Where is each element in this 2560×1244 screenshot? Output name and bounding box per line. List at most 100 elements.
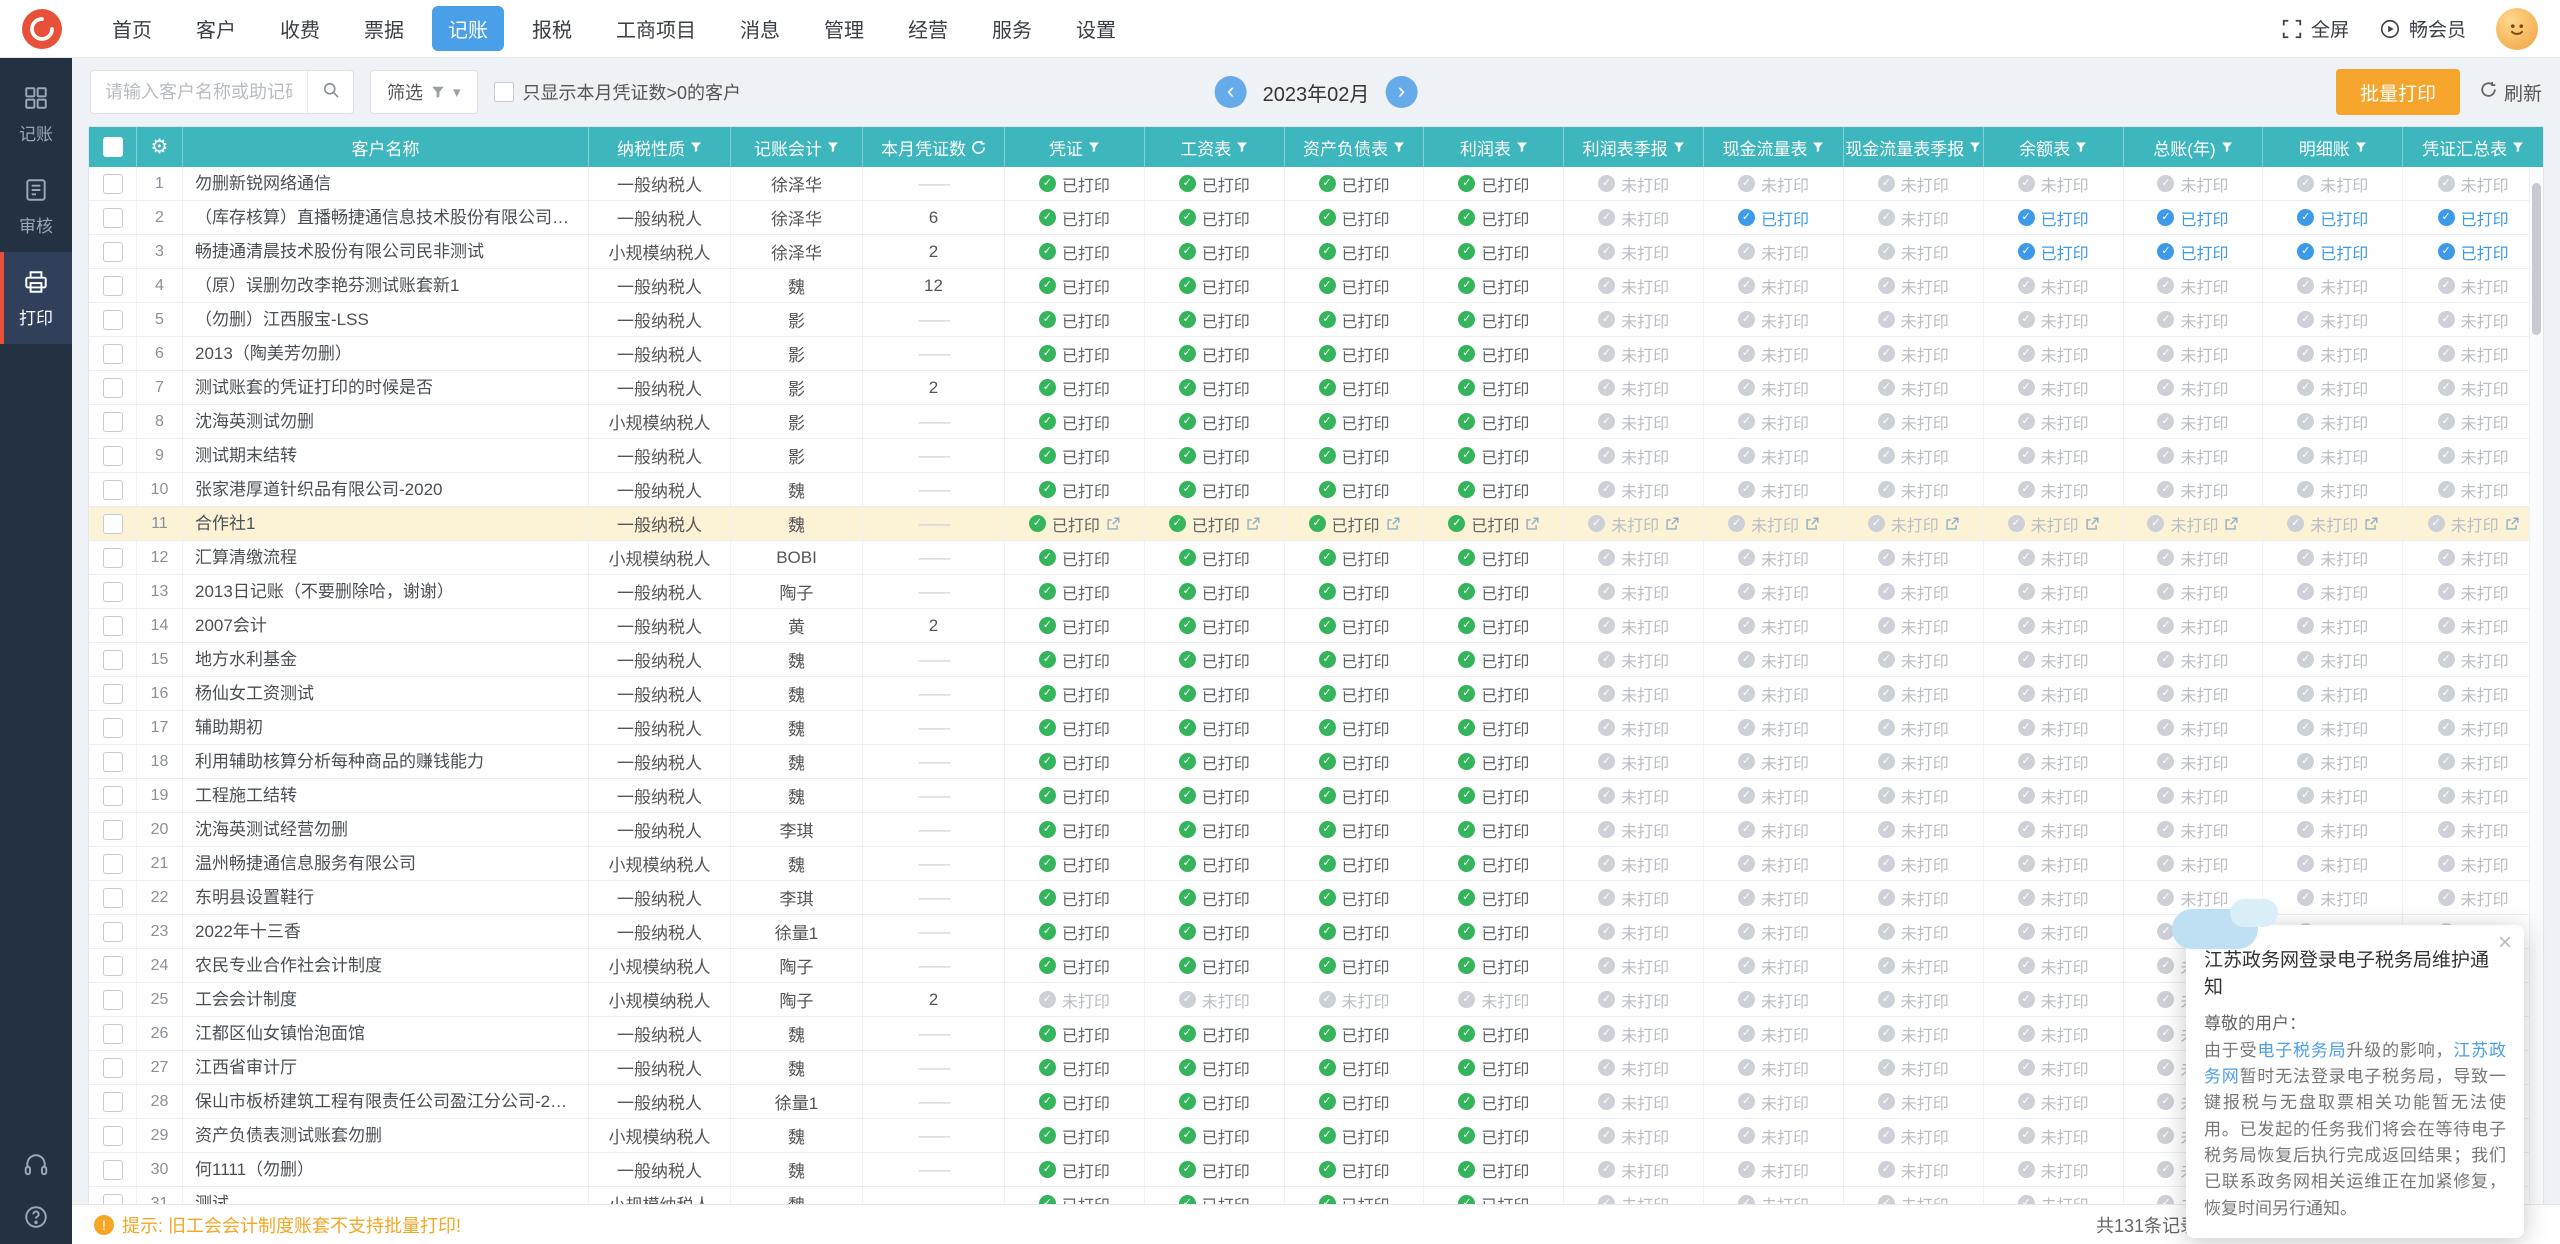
print-status-cell[interactable]: ✓ 未打印 xyxy=(1704,609,1844,642)
row-checkbox-cell[interactable] xyxy=(89,677,137,710)
print-status-cell[interactable]: ✓ 未打印 xyxy=(1704,779,1844,812)
nav-item-服务[interactable]: 服务 xyxy=(992,20,1032,42)
fullscreen-button[interactable]: 全屏 xyxy=(2281,15,2349,42)
print-status-cell[interactable]: ✓ 已打印 xyxy=(1005,235,1145,268)
prev-month-button[interactable]: ‹ xyxy=(1214,76,1247,108)
select-all-cell[interactable] xyxy=(89,127,137,167)
customer-name[interactable]: 辅助期初 xyxy=(183,711,589,744)
nav-item-消息[interactable]: 消息 xyxy=(740,20,780,42)
row-checkbox[interactable] xyxy=(102,1091,123,1112)
row-checkbox[interactable] xyxy=(102,343,123,364)
print-status-cell[interactable]: ✓ 未打印 xyxy=(2263,779,2404,812)
print-status-cell[interactable]: ✓ 未打印 xyxy=(1844,575,1984,608)
print-status-cell[interactable]: ✓ 未打印 xyxy=(1984,711,2124,744)
print-status-cell[interactable]: ✓ 未打印 xyxy=(2124,269,2264,302)
table-row[interactable]: 13 2013日记账（不要删除哈，谢谢） 一般纳税人 陶子 —— ✓ 已打印 ✓ 已打印 ✓ 已打印… xyxy=(89,575,2543,609)
print-status-cell[interactable]: ✓ 未打印 xyxy=(1564,711,1705,744)
print-status-cell[interactable]: ✓ 未打印 xyxy=(2124,847,2264,880)
print-status-cell[interactable]: ✓ 未打印 xyxy=(1704,167,1844,200)
customer-name[interactable]: 工会会计制度 xyxy=(183,983,589,1016)
print-status-cell[interactable]: ✓ 已打印 xyxy=(1424,439,1565,472)
table-row[interactable]: 6 2013（陶美芳勿删） 一般纳税人影 —— ✓ 已打印 ✓ 已打印 ✓ 已打印 ✓ 已打印 ✓ 未打印… xyxy=(89,337,2543,371)
customer-name[interactable]: 2013（陶美芳勿删） xyxy=(183,337,589,370)
customer-name[interactable]: 地方水利基金 xyxy=(183,643,589,676)
external-link-icon[interactable] xyxy=(2085,516,2099,531)
print-status-cell[interactable]: ✓ 未打印 xyxy=(1844,337,1984,370)
nav-item-票据[interactable]: 票据 xyxy=(364,20,404,42)
print-status-cell[interactable]: ✓ 未打印 xyxy=(2124,371,2264,404)
print-status-cell[interactable]: ✓ 已打印 xyxy=(1285,745,1425,778)
print-status-cell[interactable]: ✓ 未打印 xyxy=(1564,745,1705,778)
print-status-cell[interactable]: ✓ 已打印 xyxy=(1424,779,1565,812)
customer-name[interactable]: 东明县设置鞋行 xyxy=(183,881,589,914)
print-status-cell[interactable]: ✓ 未打印 xyxy=(1984,643,2124,676)
print-status-cell[interactable]: ✓ 已打印 xyxy=(1285,303,1425,336)
print-status-cell[interactable]: ✓ 已打印 xyxy=(1285,915,1425,948)
table-row[interactable]: 30 何1111（勿删） 一般纳税人魏 —— ✓ 已打印 ✓ 已打印 ✓ 已打印 ✓ 已打印 ✓ 未打印 ✓… xyxy=(89,1153,2543,1187)
column-header-现金流量表季报[interactable]: 现金流量表季报 xyxy=(1844,127,1984,167)
row-checkbox[interactable] xyxy=(102,615,123,636)
search-input[interactable] xyxy=(91,81,307,103)
row-checkbox[interactable] xyxy=(102,309,123,330)
print-status-cell[interactable]: ✓ 已打印 xyxy=(1145,405,1285,438)
print-status-cell[interactable]: ✓ 未打印 xyxy=(1564,779,1705,812)
table-row[interactable]: 26 江都区仙女镇怡泡面馆 一般纳税人魏 —— ✓ 已打印 ✓ 已打印 ✓ 已打印 ✓ 已打印 ✓ 未打印… xyxy=(89,1017,2543,1051)
print-status-cell[interactable]: ✓ 已打印 xyxy=(1145,167,1285,200)
print-status-cell[interactable]: ✓ 已打印 xyxy=(1285,167,1425,200)
print-status-cell[interactable]: ✓ 未打印 xyxy=(2263,303,2404,336)
customer-name[interactable]: 资产负债表测试账套勿删 xyxy=(183,1119,589,1152)
print-status-cell[interactable]: ✓ 未打印 xyxy=(1844,711,1984,744)
filter-icon[interactable] xyxy=(1812,141,1824,153)
print-status-cell[interactable]: ✓ 已打印 xyxy=(1145,677,1285,710)
row-checkbox-cell[interactable] xyxy=(89,405,137,438)
print-status-cell[interactable]: ✓ 未打印 xyxy=(1564,813,1705,846)
row-checkbox[interactable] xyxy=(102,581,123,602)
print-status-cell[interactable]: ✓ 已打印 xyxy=(1285,201,1425,234)
print-status-cell[interactable]: ✓ 未打印 xyxy=(1844,371,1984,404)
sidebar-item-打印[interactable]: 打印 xyxy=(0,252,72,344)
row-checkbox-cell[interactable] xyxy=(89,371,137,404)
print-status-cell[interactable]: ✓ 未打印 xyxy=(1704,1051,1844,1084)
column-header-凭证[interactable]: 凭证 xyxy=(1005,127,1145,167)
batch-print-button[interactable]: 批量打印 xyxy=(2335,69,2460,115)
print-status-cell[interactable]: ✓ 未打印 xyxy=(1564,371,1705,404)
avatar[interactable] xyxy=(2496,7,2538,50)
print-status-cell[interactable]: ✓ 未打印 xyxy=(2263,541,2404,574)
table-row[interactable]: 11 合作社1 一般纳税人魏 —— ✓ 已打印 ✓ 已打印 ✓ 已打印 ✓ 已打印 ✓ 未打印 ✓ 未打印 ✓ 未… xyxy=(89,507,2543,541)
row-checkbox-cell[interactable] xyxy=(89,1187,137,1204)
nav-item-记账[interactable]: 记账 xyxy=(432,6,504,51)
filter-icon[interactable] xyxy=(1969,141,1981,153)
print-status-cell[interactable]: ✓ 已打印 xyxy=(1424,541,1565,574)
table-row[interactable]: 27 江西省审计厅 一般纳税人魏 —— ✓ 已打印 ✓ 已打印 ✓ 已打印 ✓ 已打印 ✓ 未打印 ✓ 未打印… xyxy=(89,1051,2543,1085)
print-status-cell[interactable]: ✓ 已打印 xyxy=(1145,303,1285,336)
print-status-cell[interactable]: ✓ 已打印 xyxy=(1424,1017,1565,1050)
row-checkbox-cell[interactable] xyxy=(89,813,137,846)
row-checkbox[interactable] xyxy=(102,717,123,738)
print-status-cell[interactable]: ✓ 已打印 xyxy=(2263,235,2404,268)
print-status-cell[interactable]: ✓ 未打印 xyxy=(1984,439,2124,472)
external-link-icon[interactable] xyxy=(1525,516,1539,531)
print-status-cell[interactable]: ✓ 已打印 xyxy=(1424,949,1565,982)
print-status-cell[interactable]: ✓ 已打印 xyxy=(1005,507,1145,540)
print-status-cell[interactable]: ✓ 已打印 xyxy=(1984,235,2124,268)
notification-link[interactable]: 江苏政务网 xyxy=(2204,1040,2506,1086)
print-status-cell[interactable]: ✓ 未打印 xyxy=(1984,813,2124,846)
row-checkbox[interactable] xyxy=(102,1023,123,1044)
print-status-cell[interactable]: ✓ 未打印 xyxy=(1984,575,2124,608)
column-header-总账(年)[interactable]: 总账(年) xyxy=(2124,127,2264,167)
print-status-cell[interactable]: ✓ 未打印 xyxy=(1984,983,2124,1016)
print-status-cell[interactable]: ✓ 已打印 xyxy=(1424,371,1565,404)
print-status-cell[interactable]: ✓ 未打印 xyxy=(1984,269,2124,302)
table-row[interactable]: 18 利用辅助核算分析每种商品的赚钱能力 一般纳税人魏 —— ✓ 已打印 ✓ 已打印 ✓ 已打印 ✓… xyxy=(89,745,2543,779)
select-all-checkbox[interactable] xyxy=(102,137,123,157)
filter-icon[interactable] xyxy=(1393,141,1405,153)
print-status-cell[interactable]: ✓ 已打印 xyxy=(1145,575,1285,608)
print-status-cell[interactable]: ✓ 未打印 xyxy=(1844,201,1984,234)
filter-icon[interactable] xyxy=(2512,141,2524,153)
print-status-cell[interactable]: ✓ 未打印 xyxy=(2403,439,2543,472)
customer-name[interactable]: 沈海英测试勿删 xyxy=(183,405,589,438)
print-status-cell[interactable]: ✓ 已打印 xyxy=(1005,269,1145,302)
print-status-cell[interactable]: ✓ 未打印 xyxy=(1844,405,1984,438)
print-status-cell[interactable]: ✓ 已打印 xyxy=(1285,1017,1425,1050)
row-checkbox-cell[interactable] xyxy=(89,1119,137,1152)
